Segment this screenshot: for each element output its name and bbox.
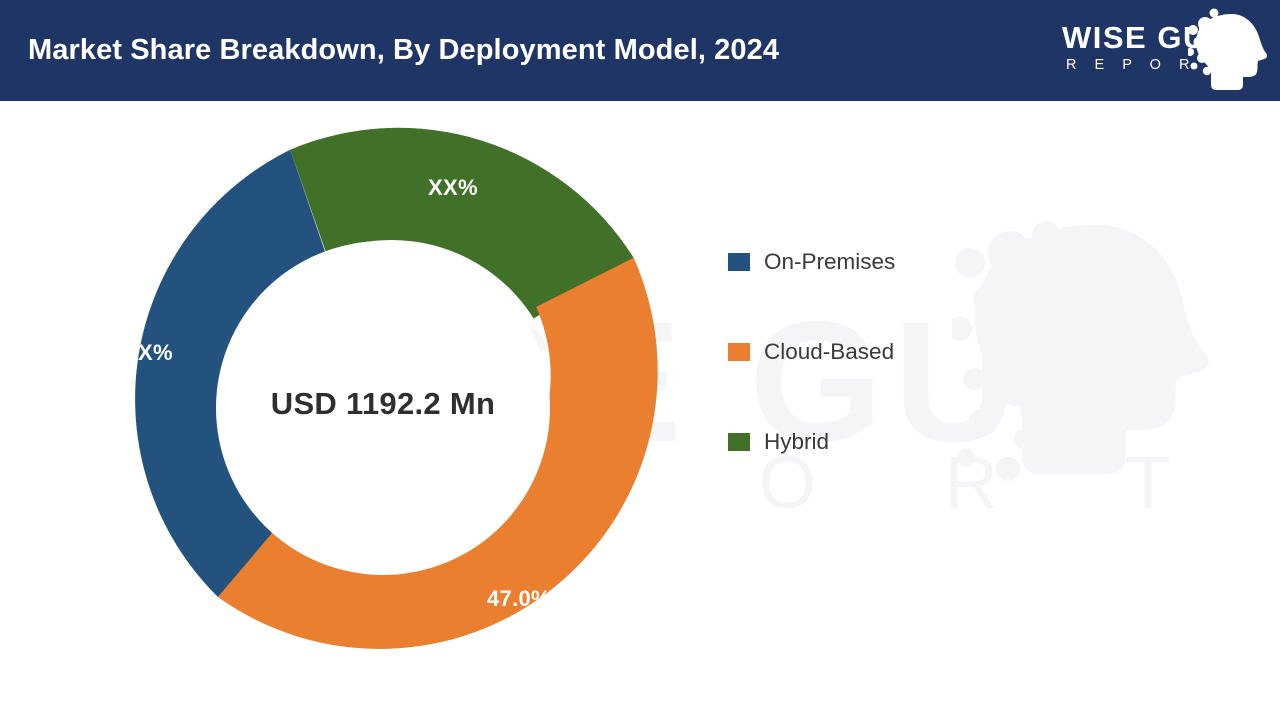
donut-chart [135, 127, 658, 649]
legend-item-on-premises[interactable]: On-Premises [728, 248, 896, 274]
slice-label-cloud-based: 47.0% [487, 586, 551, 611]
legend-label-cloud-based: Cloud-Based [764, 338, 895, 364]
page-title: Market Share Breakdown, By Deployment Mo… [28, 34, 780, 66]
legend-label-hybrid: Hybrid [764, 428, 830, 454]
legend-swatch-on-premises [728, 253, 750, 271]
legend-swatch-cloud-based [728, 343, 750, 361]
chart-area: WISE GUY R E P O R T S [0, 101, 1280, 720]
donut-slice-hybrid[interactable] [290, 127, 634, 319]
head-silhouette-dots-icon [1188, 8, 1268, 90]
legend-item-hybrid[interactable]: Hybrid [728, 428, 830, 454]
brand-logo: WISE GUY R E P O R T S [1058, 6, 1274, 96]
slice-label-on-premises: XX% [123, 340, 173, 365]
legend-item-cloud-based[interactable]: Cloud-Based [728, 338, 895, 364]
legend-swatch-hybrid [728, 433, 750, 451]
donut-hole [216, 241, 550, 575]
legend-label-on-premises: On-Premises [764, 248, 896, 274]
slice-label-hybrid: XX% [428, 175, 478, 200]
donut-center-value: USD 1192.2 Mn [270, 386, 496, 421]
header-bar: Market Share Breakdown, By Deployment Mo… [0, 0, 1280, 101]
